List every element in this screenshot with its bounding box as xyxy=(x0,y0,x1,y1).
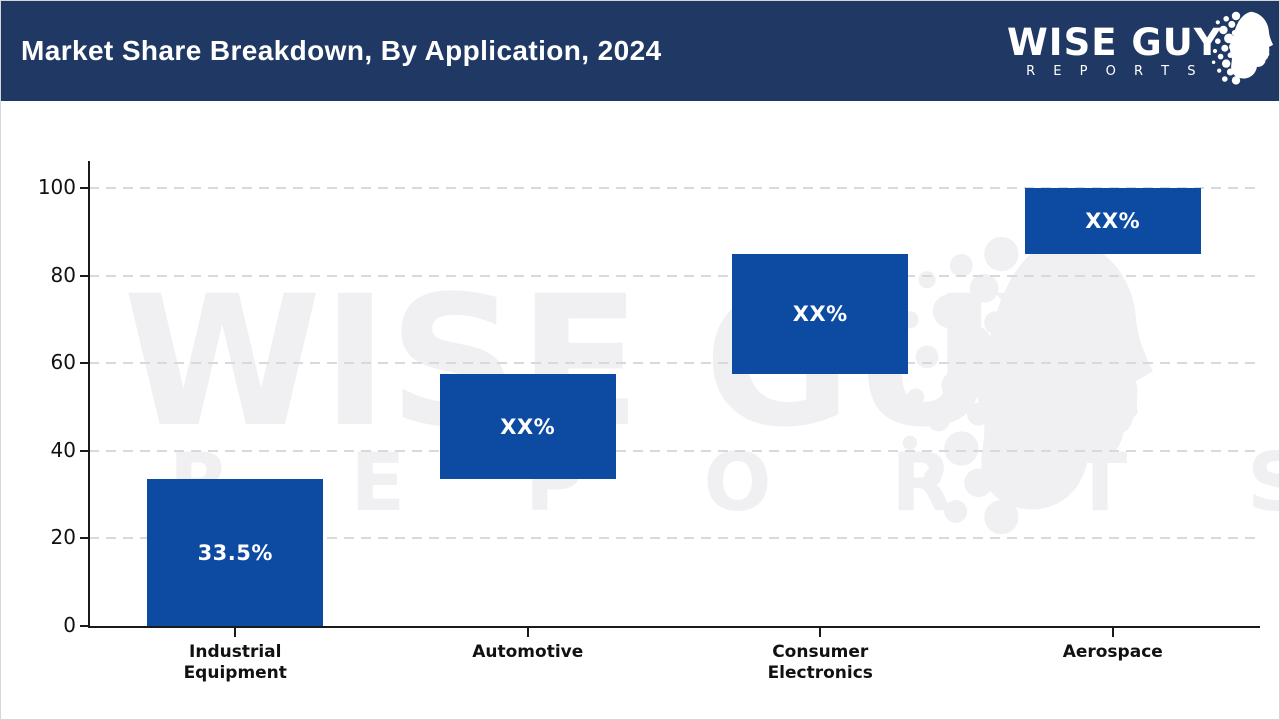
x-category-label-2: Consumer Electronics xyxy=(767,642,873,684)
gridline-60 xyxy=(89,362,1259,365)
y-tick-20 xyxy=(80,537,89,540)
x-axis-line xyxy=(88,626,1260,628)
bar-value-label-3: XX% xyxy=(1085,208,1141,233)
page-title: Market Share Breakdown, By Application, … xyxy=(21,35,662,66)
header-band: Market Share Breakdown, By Application, … xyxy=(1,1,1279,101)
y-tick-80 xyxy=(80,274,89,277)
y-tick-0 xyxy=(80,625,89,627)
bar-value-label-0: 33.5% xyxy=(197,540,273,565)
wiseguy-logo-name: WISE GUY xyxy=(1007,20,1222,64)
gridline-20 xyxy=(89,537,1259,540)
bar-3: XX% xyxy=(1024,188,1201,254)
x-category-label-3: Aerospace xyxy=(1062,642,1163,662)
chart-area: 0 20 40 60 80 100 33.5% Industrial Equipment XX%… xyxy=(1,101,1279,719)
bar-1: XX% xyxy=(439,374,616,480)
dotted-head-icon xyxy=(1211,11,1273,85)
y-tick-100 xyxy=(80,187,89,189)
y-tick-label-0: 0 xyxy=(63,613,76,637)
y-tick-40 xyxy=(80,449,89,452)
bar-0: 33.5% xyxy=(147,479,324,626)
gridline-100 xyxy=(89,187,1259,189)
wiseguy-logo-text: WISE GUY R E P O R T S xyxy=(1007,24,1222,79)
gridline-80 xyxy=(89,274,1259,277)
wiseguy-logo: WISE GUY R E P O R T S xyxy=(1007,7,1273,95)
watermark-head-icon xyxy=(901,236,1153,535)
y-tick-label-100: 100 xyxy=(37,175,76,199)
x-tick-0 xyxy=(234,628,237,637)
x-tick-2 xyxy=(819,628,822,637)
y-tick-60 xyxy=(80,362,89,365)
x-tick-1 xyxy=(526,628,529,637)
bar-value-label-2: XX% xyxy=(792,301,848,326)
y-tick-label-20: 20 xyxy=(50,525,76,550)
bar-value-label-1: XX% xyxy=(500,414,556,439)
y-tick-label-80: 80 xyxy=(50,262,76,287)
x-category-label-1: Automotive xyxy=(472,642,584,662)
wiseguy-logo-sub: R E P O R T S xyxy=(1026,63,1203,79)
x-tick-3 xyxy=(1111,628,1114,637)
bar-2: XX% xyxy=(732,253,909,375)
gridline-40 xyxy=(89,449,1259,452)
y-axis-line xyxy=(88,161,90,628)
x-category-label-0: Industrial Equipment xyxy=(183,642,287,684)
y-tick-label-40: 40 xyxy=(50,437,76,462)
y-tick-label-60: 60 xyxy=(50,350,76,375)
